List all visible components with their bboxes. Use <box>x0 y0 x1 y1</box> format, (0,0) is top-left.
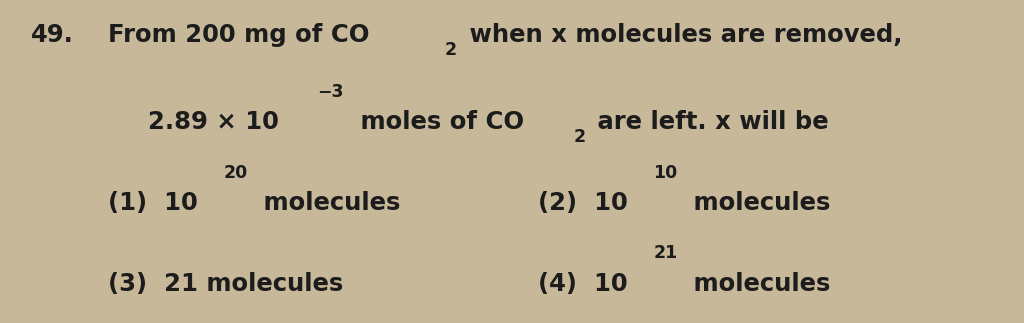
Text: 2.89 × 10: 2.89 × 10 <box>148 110 280 134</box>
Text: 49.: 49. <box>31 23 74 47</box>
Text: 2: 2 <box>445 41 457 59</box>
Text: (3)  21 molecules: (3) 21 molecules <box>108 272 343 296</box>
Text: are left. x will be: are left. x will be <box>589 110 828 134</box>
Text: when x molecules are removed,: when x molecules are removed, <box>461 23 902 47</box>
Text: (1)  10: (1) 10 <box>108 191 198 215</box>
Text: molecules: molecules <box>255 191 400 215</box>
Text: From 200 mg of CO: From 200 mg of CO <box>108 23 369 47</box>
Text: molecules: molecules <box>684 272 829 296</box>
Text: moles of CO: moles of CO <box>351 110 523 134</box>
Text: (2)  10: (2) 10 <box>538 191 628 215</box>
Text: 2: 2 <box>573 128 586 146</box>
Text: molecules: molecules <box>685 191 830 215</box>
Text: 10: 10 <box>653 164 678 182</box>
Text: 20: 20 <box>223 164 248 182</box>
Text: −3: −3 <box>317 83 344 101</box>
Text: 21: 21 <box>653 245 678 262</box>
Text: (4)  10: (4) 10 <box>538 272 628 296</box>
